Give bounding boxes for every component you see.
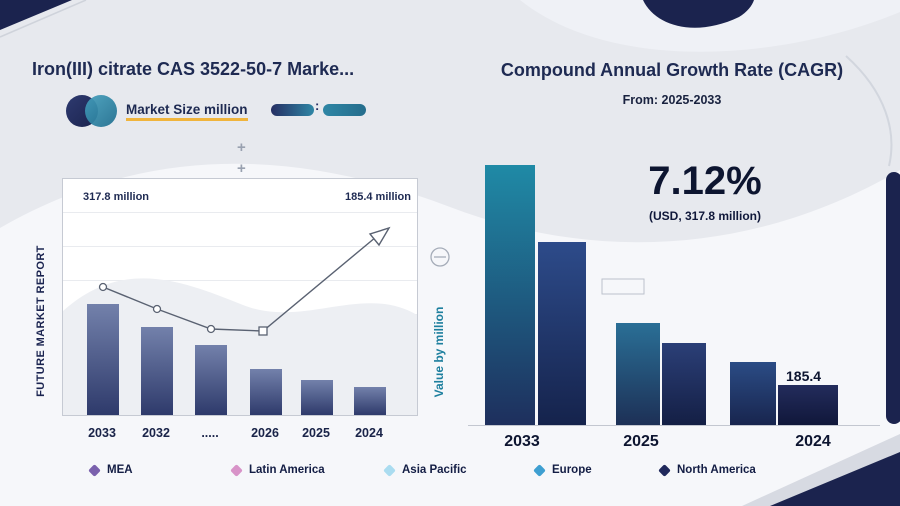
circle-minus-icon (430, 247, 450, 267)
diamond-icon (658, 463, 671, 477)
market-size-bar (354, 387, 386, 415)
right-x-label: 2033 (504, 433, 540, 450)
market-size-legend-label: Market Size million (126, 102, 248, 121)
gradient-pill-icon (271, 104, 314, 116)
pill-separator: : (315, 98, 320, 113)
arc-decor (845, 55, 893, 167)
cagr-title: Compound Annual Growth Rate (CAGR) (500, 60, 844, 80)
bottom-right-triangle (770, 452, 900, 506)
cagr-subtitle: From: 2025-2033 (622, 93, 722, 107)
legend-item: Latin America (230, 463, 325, 477)
market-size-bar (250, 369, 282, 415)
cagr-bar (730, 362, 776, 425)
legend-label: North America (677, 464, 756, 476)
plus-decor: + (237, 160, 246, 177)
cagr-bar (778, 385, 838, 425)
legend-label: Asia Pacific (402, 464, 467, 476)
diamond-icon (88, 463, 101, 477)
market-size-bar (87, 304, 119, 415)
market-size-chart: 317.8 million 185.4 million (62, 178, 418, 416)
trend-arrow (98, 226, 391, 336)
left-x-label: 2032 (142, 426, 170, 440)
legend-label: MEA (107, 464, 133, 476)
legend-label: Latin America (249, 464, 325, 476)
right-x-label: 2025 (623, 433, 659, 450)
left-x-label: ..... (201, 426, 219, 440)
left-chart-title: Iron(III) citrate CAS 3522-50-7 Marke... (32, 59, 355, 79)
cagr-bar (662, 343, 706, 425)
diamond-icon (533, 463, 546, 477)
value-annotation: 185.4 (786, 368, 822, 384)
top-swoosh (643, 0, 754, 28)
top-left-triangle (0, 0, 72, 30)
legend-item: North America (658, 463, 756, 477)
legend-label: Europe (552, 464, 592, 476)
x-axis-line (468, 425, 880, 426)
right-x-label: 2024 (795, 433, 831, 450)
diamond-icon (383, 463, 396, 477)
future-market-report-label: FUTURE MARKET REPORT (35, 245, 47, 397)
start-value-label: 317.8 million (83, 191, 150, 203)
teal-pill-icon (323, 104, 366, 116)
corner-line-decor (0, 0, 87, 38)
left-x-label: 2033 (88, 426, 116, 440)
right-band (886, 172, 900, 424)
market-size-icon (66, 95, 120, 129)
cagr-value: 7.12% (648, 159, 762, 203)
cagr-bar (616, 323, 660, 425)
legend-item: Asia Pacific (383, 463, 467, 477)
end-value-label: 185.4 million (344, 191, 411, 203)
cagr-bar (485, 165, 535, 425)
cagr-note: (USD, 317.8 million) (648, 209, 762, 223)
value-by-million-label: Value by million (432, 306, 446, 398)
diamond-icon (230, 463, 243, 477)
step-outline-decor (601, 278, 645, 295)
left-x-label: 2026 (251, 426, 279, 440)
plus-decor: + (237, 139, 246, 156)
market-size-bar (301, 380, 333, 415)
legend-item: MEA (88, 463, 133, 477)
left-x-label: 2025 (302, 426, 330, 440)
cagr-bar (538, 242, 586, 425)
legend-item: Europe (533, 463, 592, 477)
left-x-label: 2024 (355, 426, 383, 440)
market-size-bar (141, 327, 173, 415)
market-size-bar (195, 345, 227, 415)
market-size-bars (63, 179, 417, 415)
